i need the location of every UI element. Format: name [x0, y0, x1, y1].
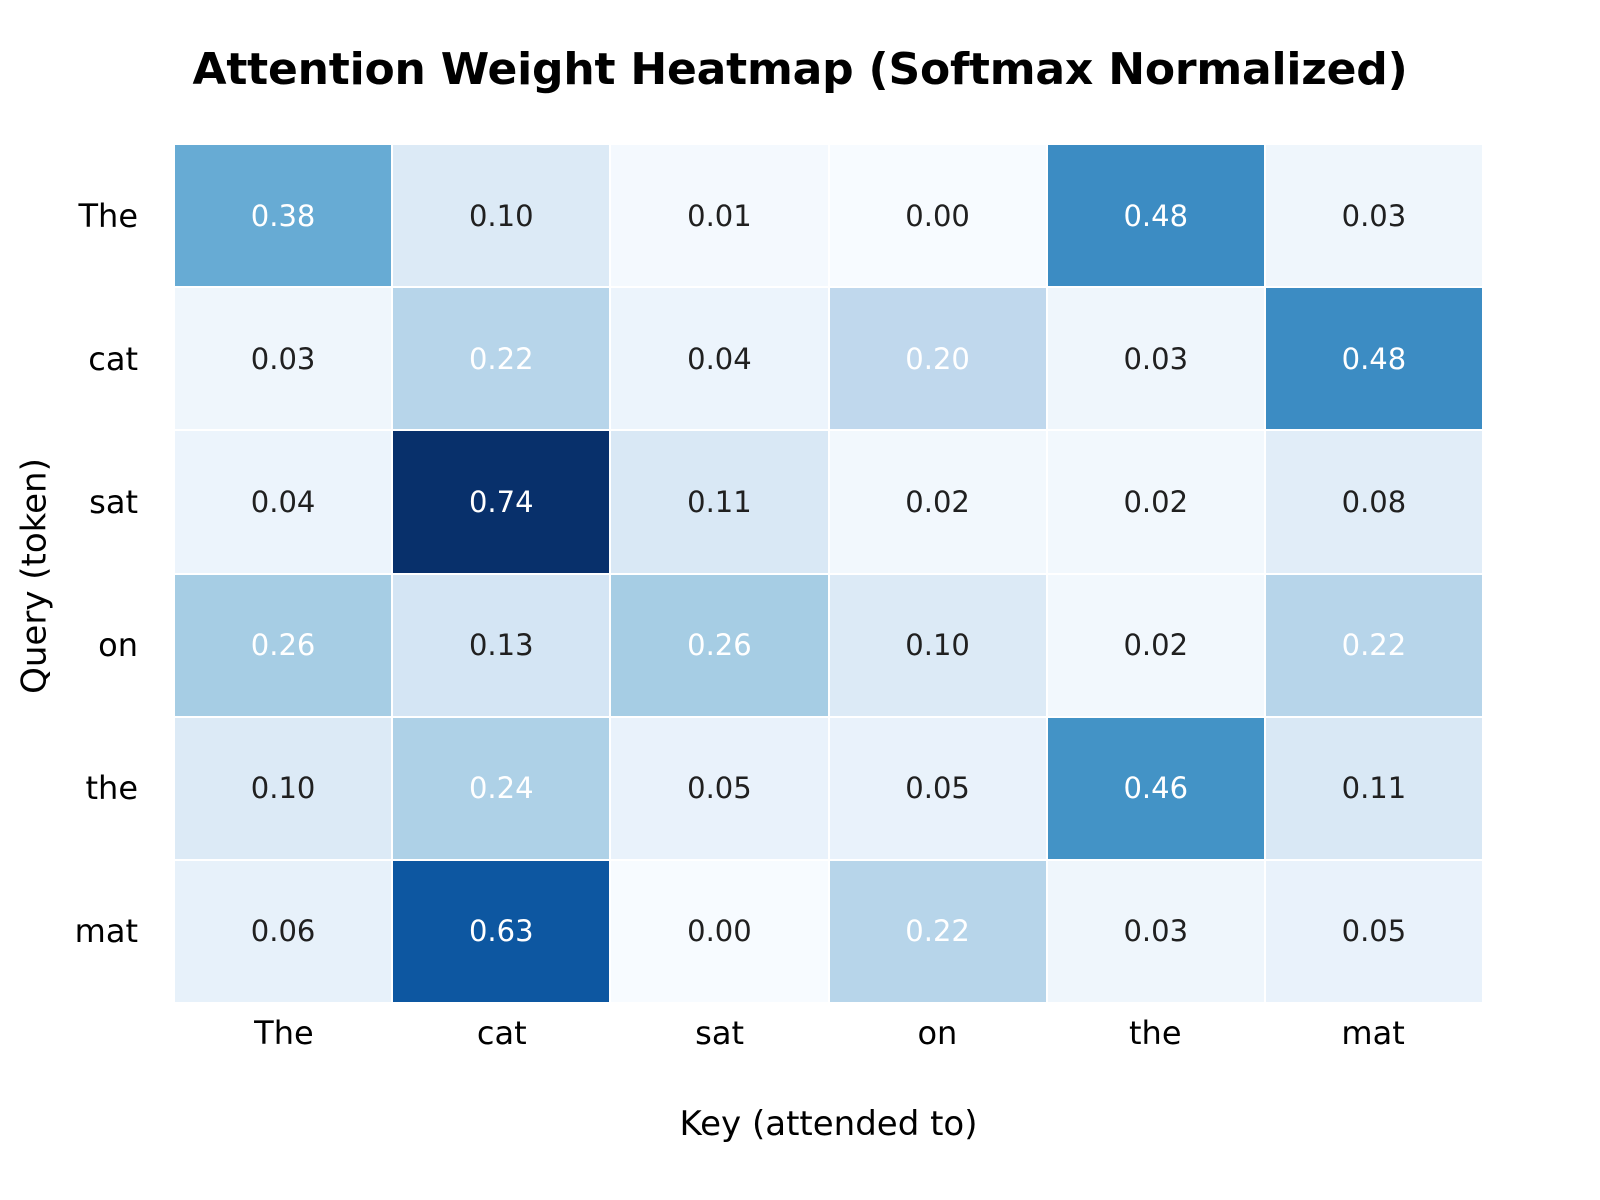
x-axis-title: Key (attended to) — [679, 1104, 978, 1144]
x-tick-label: The — [254, 1014, 314, 1052]
heatmap-cell: 0.48 — [1047, 145, 1264, 287]
heatmap-cell: 0.05 — [1265, 860, 1482, 1002]
heatmap-cell: 0.38 — [175, 145, 392, 287]
heatmap-cell: 0.26 — [611, 574, 828, 716]
heatmap-cell: 0.03 — [1047, 860, 1264, 1002]
heatmap-cell: 0.00 — [829, 145, 1046, 287]
chart-title: Attention Weight Heatmap (Softmax Normal… — [192, 44, 1408, 95]
heatmap-cell: 0.10 — [393, 145, 610, 287]
heatmap-cell: 0.26 — [175, 574, 392, 716]
heatmap-cell: 0.11 — [611, 431, 828, 573]
y-tick-label: mat — [74, 911, 138, 950]
heatmap-cell: 0.48 — [1265, 288, 1482, 430]
heatmap-cell: 0.00 — [611, 860, 828, 1002]
heatmap-cell: 0.02 — [1047, 431, 1264, 573]
heatmap-grid: 0.38 0.10 0.01 0.00 0.48 0.03 0.03 0.22 0.04 0.20… — [175, 145, 1482, 1002]
heatmap-cell: 0.05 — [829, 717, 1046, 859]
heatmap-cell: 0.04 — [175, 431, 392, 573]
heatmap-cell: 0.05 — [611, 717, 828, 859]
heatmap-cell: 0.01 — [611, 145, 828, 287]
heatmap-cell: 0.74 — [393, 431, 610, 573]
y-axis-tick-labels: The cat sat on the mat — [0, 145, 160, 1002]
heatmap-cell: 0.08 — [1265, 431, 1482, 573]
heatmap-cell: 0.10 — [175, 717, 392, 859]
heatmap-cell: 0.06 — [175, 860, 392, 1002]
y-tick-label: on — [98, 625, 138, 664]
heatmap-cell: 0.03 — [1047, 288, 1264, 430]
heatmap-cell: 0.02 — [829, 431, 1046, 573]
x-tick-label: cat — [476, 1014, 527, 1052]
x-tick-label: the — [1128, 1014, 1182, 1052]
x-axis-tick-labels: The cat sat on the mat — [175, 1014, 1482, 1052]
heatmap-cell: 0.02 — [1047, 574, 1264, 716]
heatmap-cell: 0.03 — [1265, 145, 1482, 287]
y-tick-label: cat — [88, 340, 138, 379]
y-tick-label: The — [78, 197, 138, 236]
heatmap-cell: 0.22 — [393, 288, 610, 430]
heatmap-cell: 0.24 — [393, 717, 610, 859]
y-axis-title: Query (token) — [14, 458, 55, 694]
heatmap-cell: 0.04 — [611, 288, 828, 430]
x-tick-label: on — [917, 1014, 958, 1052]
heatmap-cell: 0.03 — [175, 288, 392, 430]
x-tick-label: mat — [1341, 1014, 1405, 1052]
heatmap-cell: 0.63 — [393, 860, 610, 1002]
heatmap-cell: 0.20 — [829, 288, 1046, 430]
heatmap-cell: 0.13 — [393, 574, 610, 716]
y-tick-label: sat — [89, 483, 138, 522]
heatmap-cell: 0.46 — [1047, 717, 1264, 859]
plot-area: 0.38 0.10 0.01 0.00 0.48 0.03 0.03 0.22 0.04 0.20… — [175, 145, 1482, 1002]
y-tick-label: the — [85, 768, 138, 807]
heatmap-cell: 0.22 — [1265, 574, 1482, 716]
heatmap-cell: 0.11 — [1265, 717, 1482, 859]
heatmap-cell: 0.10 — [829, 574, 1046, 716]
x-tick-label: sat — [695, 1014, 744, 1052]
heatmap-cell: 0.22 — [829, 860, 1046, 1002]
